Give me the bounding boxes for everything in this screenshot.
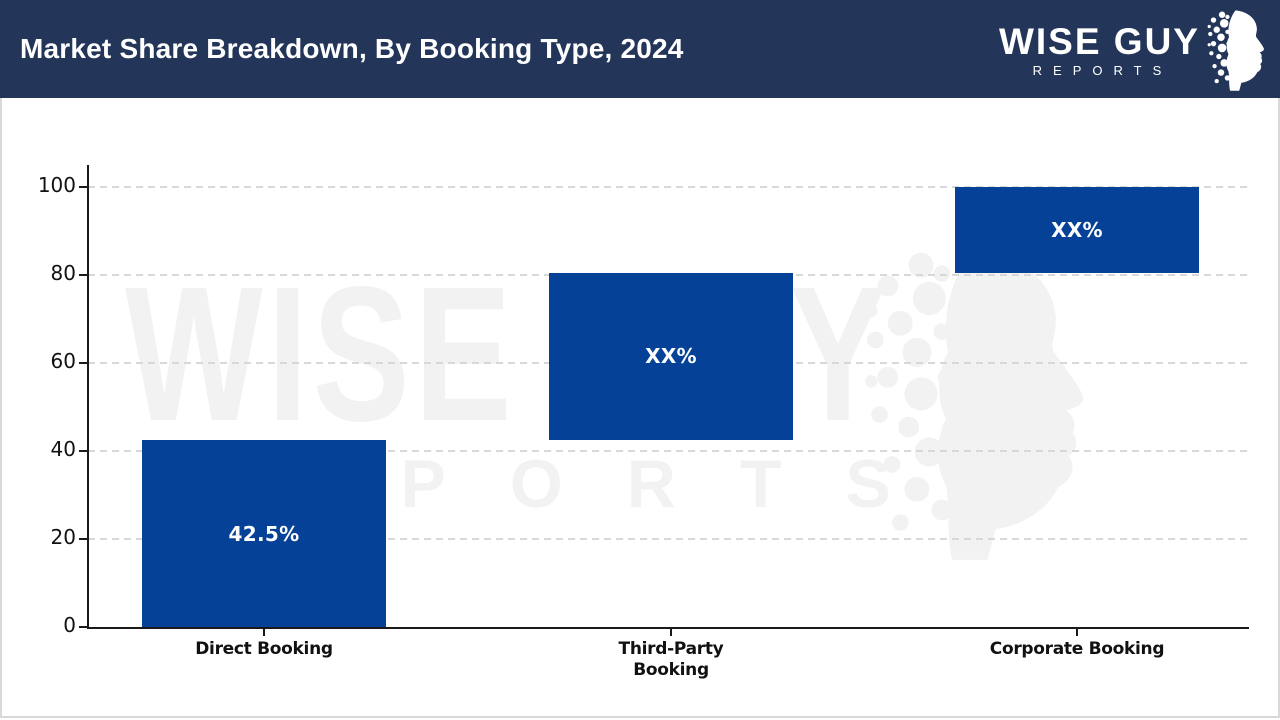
bar-value-label: XX% (645, 344, 697, 369)
y-tick-label: 40 (50, 437, 76, 461)
logo-text: WISE GUY REPORTS (999, 23, 1200, 78)
gridline-20 (88, 538, 1248, 540)
y-tick-mark (79, 186, 87, 188)
y-tick-label: 20 (50, 525, 76, 549)
header: Market Share Breakdown, By Booking Type,… (0, 0, 1280, 98)
x-tick-mark (1076, 629, 1078, 636)
y-tick-mark (79, 274, 87, 276)
y-tick-mark (79, 626, 87, 628)
y-axis-line (87, 165, 89, 629)
page-border-bottom (0, 716, 1280, 718)
logo-wordmark: WISE GUY (998, 20, 1200, 62)
x-tick-mark (670, 629, 672, 636)
bar-2: XX% (955, 187, 1199, 273)
x-tick-mark (263, 629, 265, 636)
x-axis-line (87, 627, 1249, 629)
y-tick-label: 100 (37, 173, 76, 197)
bar-1: XX% (549, 272, 793, 440)
page-title: Market Share Breakdown, By Booking Type,… (20, 33, 684, 64)
bar-value-label: XX% (1051, 217, 1103, 242)
y-tick-label: 60 (50, 349, 76, 373)
x-category-label: Direct Booking (195, 639, 333, 659)
gridline-40 (88, 450, 1248, 452)
x-category-label: Corporate Booking (989, 639, 1165, 659)
y-tick-mark (79, 538, 87, 540)
bar-0: 42.5% (142, 440, 386, 627)
page-border-left (0, 98, 2, 718)
bar-value-label: 42.5% (228, 521, 300, 546)
watermark-face-icon (865, 248, 1084, 560)
y-tick-label: 0 (63, 613, 76, 637)
y-tick-mark (79, 362, 87, 364)
page-border-right (1278, 98, 1280, 718)
logo-face-icon (1207, 10, 1264, 91)
logo-subtext: REPORTS (1032, 62, 1173, 78)
chart-area: WISE GUY REPORTS (0, 98, 1280, 720)
gridline-100 (88, 186, 1248, 188)
y-tick-mark (79, 450, 87, 452)
wise-guy-logo: WISE GUY REPORTS (999, 6, 1266, 92)
y-tick-label: 80 (50, 261, 76, 285)
x-category-label: Third-Party Booking (618, 639, 724, 680)
